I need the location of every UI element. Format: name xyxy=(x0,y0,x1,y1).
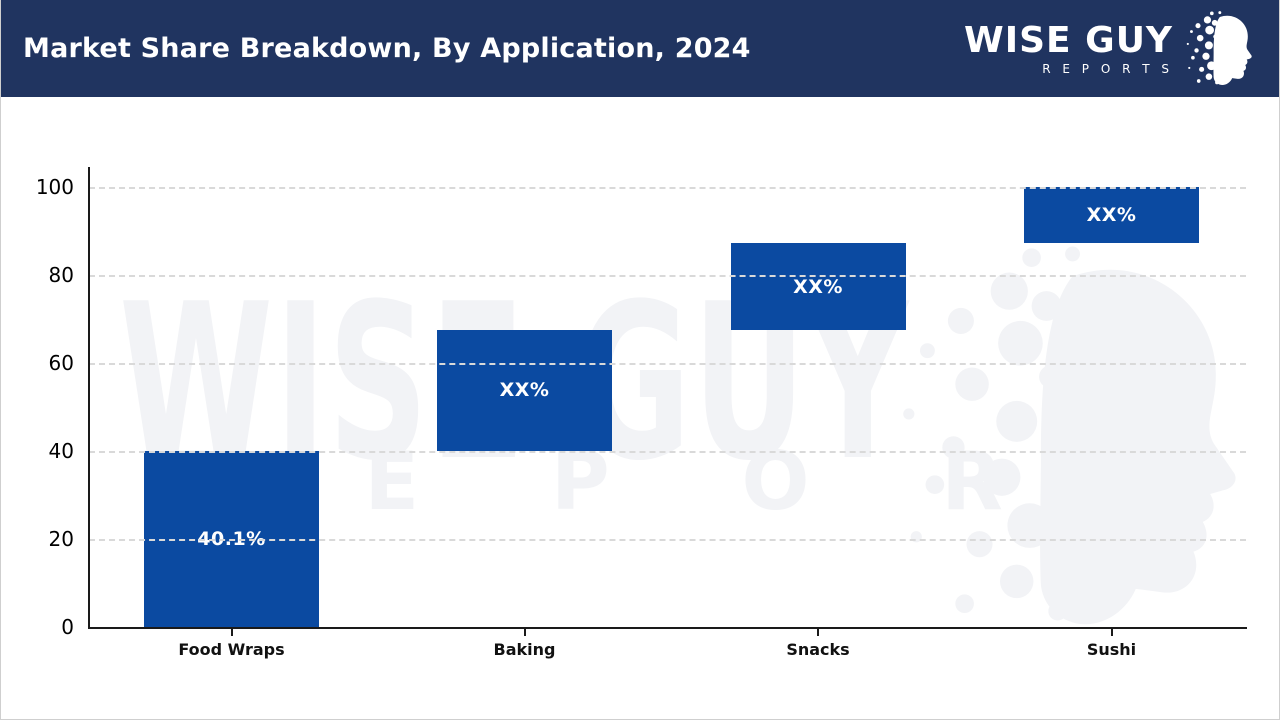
y-axis-line xyxy=(88,167,90,629)
x-axis-line xyxy=(88,627,1247,629)
header-bar: Market Share Breakdown, By Application, … xyxy=(1,0,1279,97)
y-tick-label-20: 20 xyxy=(48,527,74,551)
watermark-head-icon xyxy=(903,246,1236,625)
bar-value-label: XX% xyxy=(1086,204,1137,227)
brand-name: WISE GUY xyxy=(963,19,1173,61)
x-category-label-sushi: Sushi xyxy=(1086,640,1137,659)
gridline-y-60 xyxy=(89,363,1246,365)
gridline-y-80 xyxy=(89,275,1246,277)
bar-baking: XX% xyxy=(437,330,612,451)
y-tick-label-40: 40 xyxy=(48,439,74,463)
y-tick-label-60: 60 xyxy=(48,351,74,375)
x-tick-3 xyxy=(1110,628,1113,636)
x-tick-1 xyxy=(523,628,526,636)
gridline-y-100 xyxy=(89,187,1246,189)
gridline-y-40 xyxy=(89,451,1246,453)
page-title: Market Share Breakdown, By Application, … xyxy=(23,33,751,64)
x-category-label-food-wraps: Food Wraps xyxy=(178,640,285,659)
bar-value-label: 40.1% xyxy=(197,527,266,550)
brand-logo: WISE GUY R E P O R T S xyxy=(964,9,1257,89)
y-tick-label-0: 0 xyxy=(61,615,74,639)
bar-snacks: XX% xyxy=(730,243,906,330)
bar-sushi: XX% xyxy=(1024,187,1199,244)
x-category-label-snacks: Snacks xyxy=(786,640,850,659)
brand-head-icon xyxy=(1186,10,1252,85)
y-tick-label-80: 80 xyxy=(48,263,74,287)
brand-subtitle: R E P O R T S xyxy=(1042,61,1173,76)
bar-food-wraps: 40.1% xyxy=(144,450,319,627)
y-tick-label-100: 100 xyxy=(35,175,74,199)
x-tick-0 xyxy=(230,628,233,636)
gridline-y-20 xyxy=(89,539,1246,541)
bar-value-label: XX% xyxy=(499,379,550,402)
x-category-label-baking: Baking xyxy=(493,640,556,659)
brand-logo-text: WISE GUY R E P O R T S xyxy=(963,19,1173,76)
bar-value-label: XX% xyxy=(793,275,843,298)
chart-canvas: WISE GUY R E P O R T S 40.1%XX%XX%XX%020… xyxy=(1,97,1279,719)
x-tick-2 xyxy=(817,628,819,636)
